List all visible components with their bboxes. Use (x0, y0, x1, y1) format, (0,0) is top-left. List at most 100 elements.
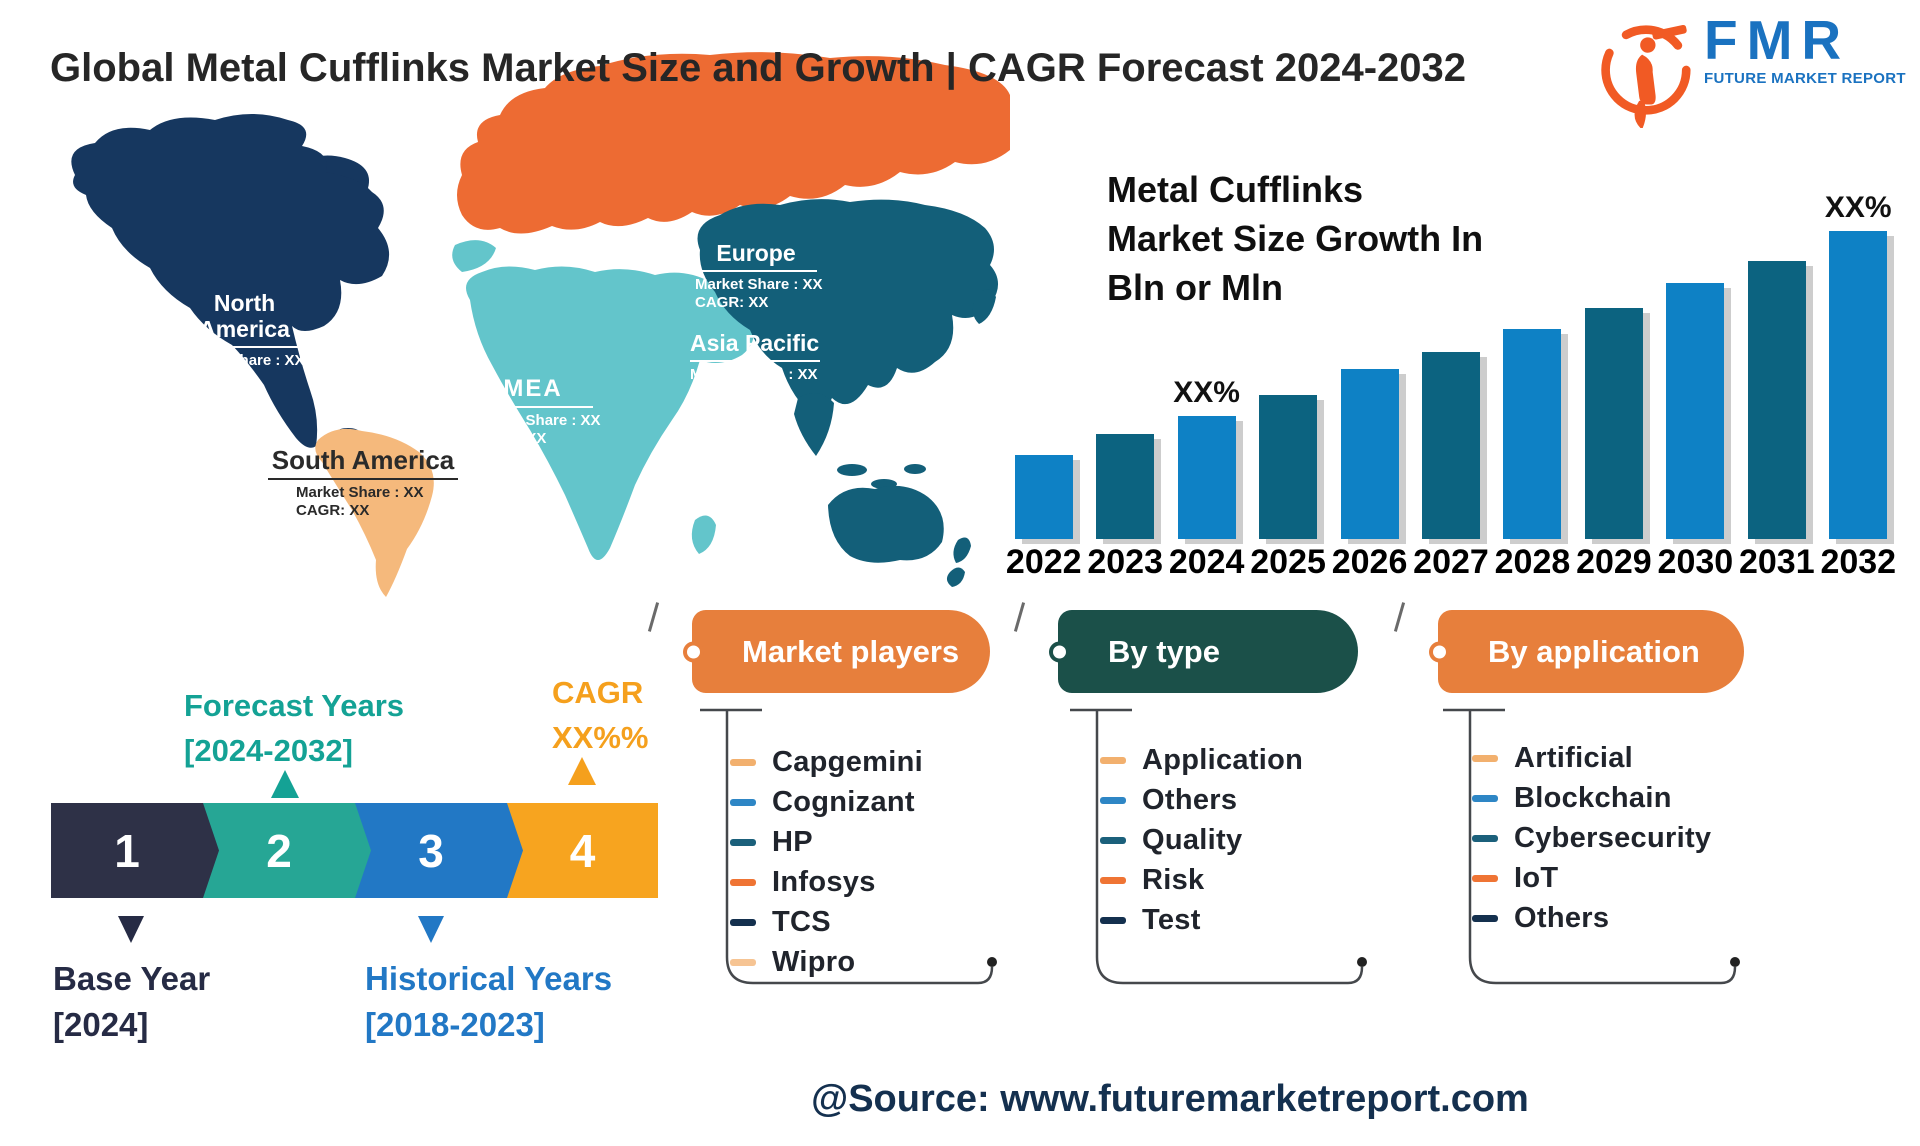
historical-years-label: Historical Years [2018-2023] (365, 956, 612, 1048)
item-label: Infosys (772, 865, 876, 898)
item-marker (1100, 796, 1126, 804)
region-market-share: Market Share : XX (695, 276, 823, 293)
item-label: Cybersecurity (1514, 821, 1712, 854)
list-item: Infosys (730, 862, 923, 902)
decorative-slash (1393, 602, 1406, 632)
item-marker (730, 958, 756, 966)
map-region-australia (828, 485, 944, 563)
bar (1829, 231, 1888, 539)
bar-year-label: 2031 (1738, 543, 1815, 581)
item-marker (1472, 914, 1498, 922)
cagr-title: CAGR (552, 675, 644, 710)
by-application-list: Artificial Blockchain Cybersecurity IoT Othe… (1472, 738, 1711, 938)
list-item: Artificial (1472, 738, 1711, 778)
map-se-asia-island (904, 464, 926, 474)
pill-by-application: By application (1429, 610, 1744, 693)
cagr-value: XX%% (552, 720, 649, 755)
item-marker (1100, 836, 1126, 844)
bar-column: 2031 (1736, 261, 1817, 581)
item-marker (730, 878, 756, 886)
list-item: Capgemini (730, 742, 923, 782)
region-cagr: CAGR: XX (473, 430, 547, 447)
pill-market-players: Market players (683, 610, 990, 693)
region-name: Europe (695, 241, 817, 272)
map-region-iberia (452, 240, 496, 272)
timeline-segment-2: 2 (203, 803, 371, 898)
historical-years-range: [2018-2023] (365, 1006, 545, 1043)
segment-number: 1 (114, 824, 140, 877)
item-marker (730, 758, 756, 766)
by-type-list: Application Others Quality Risk Test (1100, 740, 1303, 940)
map-se-asia-island (837, 464, 867, 476)
bar-year-label: 2030 (1657, 543, 1734, 581)
bar (1421, 352, 1480, 539)
pill-ring-icon (1049, 641, 1070, 662)
telescope-person-icon (1601, 24, 1691, 128)
bar-year-label: 2026 (1331, 543, 1408, 581)
bar (1584, 308, 1643, 539)
region-name: South America (268, 446, 458, 480)
brand-logo: FMR FUTURE MARKET REPORT (1596, 12, 1906, 128)
map-label-mea: MEA Market Share : XX CAGR: XX (473, 376, 601, 448)
item-label: Quality (1142, 823, 1243, 856)
item-marker (1472, 834, 1498, 842)
bar (1340, 369, 1399, 539)
timeline-segment-1: 1 (51, 803, 219, 898)
bar (1259, 395, 1318, 539)
bar-value-label: XX% (1824, 191, 1892, 224)
item-marker (1472, 794, 1498, 802)
base-year-title: Base Year (53, 960, 211, 997)
item-label: Cognizant (772, 785, 915, 818)
map-region-new-zealand (946, 567, 965, 587)
bar-year-label: 2023 (1087, 543, 1163, 581)
map-region-south-america (315, 428, 434, 597)
map-region-north-america (71, 114, 390, 448)
list-bracket (1070, 708, 1367, 985)
map-label-north-america: North America Market Share : XX CAGR: XX (177, 290, 312, 388)
map-label-asia-pacific: Asia Pacific Market Share : XX CAGR: XX (690, 331, 820, 402)
bar (1177, 416, 1236, 539)
list-item: Application (1100, 740, 1303, 780)
list-item: HP (730, 822, 923, 862)
brand-tagline: FUTURE MARKET REPORT (1704, 70, 1906, 87)
item-marker (1100, 876, 1126, 884)
bar-column: 2028 (1492, 329, 1573, 581)
bar-column: XX% 2032 (1818, 191, 1899, 581)
segment-number: 2 (266, 824, 292, 877)
region-cagr: CAGR: XX (177, 370, 251, 387)
list-item: Cognizant (730, 782, 923, 822)
world-map (71, 52, 1010, 597)
source-text: @Source: www.futuremarketreport.com (811, 1078, 1529, 1120)
map-region-madagascar (691, 515, 716, 554)
list-item: Wipro (730, 942, 923, 982)
region-market-share: Market Share : XX (690, 366, 818, 383)
bar-year-label: 2022 (1005, 543, 1082, 581)
item-label: HP (772, 825, 813, 858)
chart-title: Metal Cufflinks Market Size Growth In Bln … (1107, 169, 1484, 308)
list-item: Quality (1100, 820, 1303, 860)
item-label: Capgemini (772, 745, 923, 778)
pill-title: By type (1108, 634, 1220, 669)
pill-by-type: By type (1049, 610, 1358, 693)
segment-number: 4 (569, 824, 596, 877)
list-item: TCS (730, 902, 923, 942)
bar-column: 2027 (1410, 352, 1491, 581)
page-title: Global Metal Cufflinks Market Size and G… (50, 46, 1467, 90)
item-label: Blockchain (1514, 781, 1672, 814)
pill-ring-icon (683, 641, 704, 662)
bar-year-label: 2032 (1820, 543, 1897, 581)
region-market-share: Market Share : XX (473, 412, 601, 429)
historical-years-pointer-icon (418, 916, 444, 943)
item-label: Application (1142, 743, 1304, 776)
bar-year-label: 2025 (1250, 543, 1326, 581)
base-year-range: [2024] (53, 1006, 149, 1043)
bar-column: 2029 (1573, 308, 1654, 581)
list-item: Others (1100, 780, 1303, 820)
item-label: Artificial (1514, 741, 1634, 774)
map-region-mea (466, 266, 755, 560)
map-region-india (794, 393, 834, 456)
bar-column: 2026 (1329, 369, 1410, 581)
item-label: Others (1514, 901, 1610, 934)
bar-column: 2022 (1003, 455, 1084, 581)
item-marker (1472, 754, 1498, 762)
